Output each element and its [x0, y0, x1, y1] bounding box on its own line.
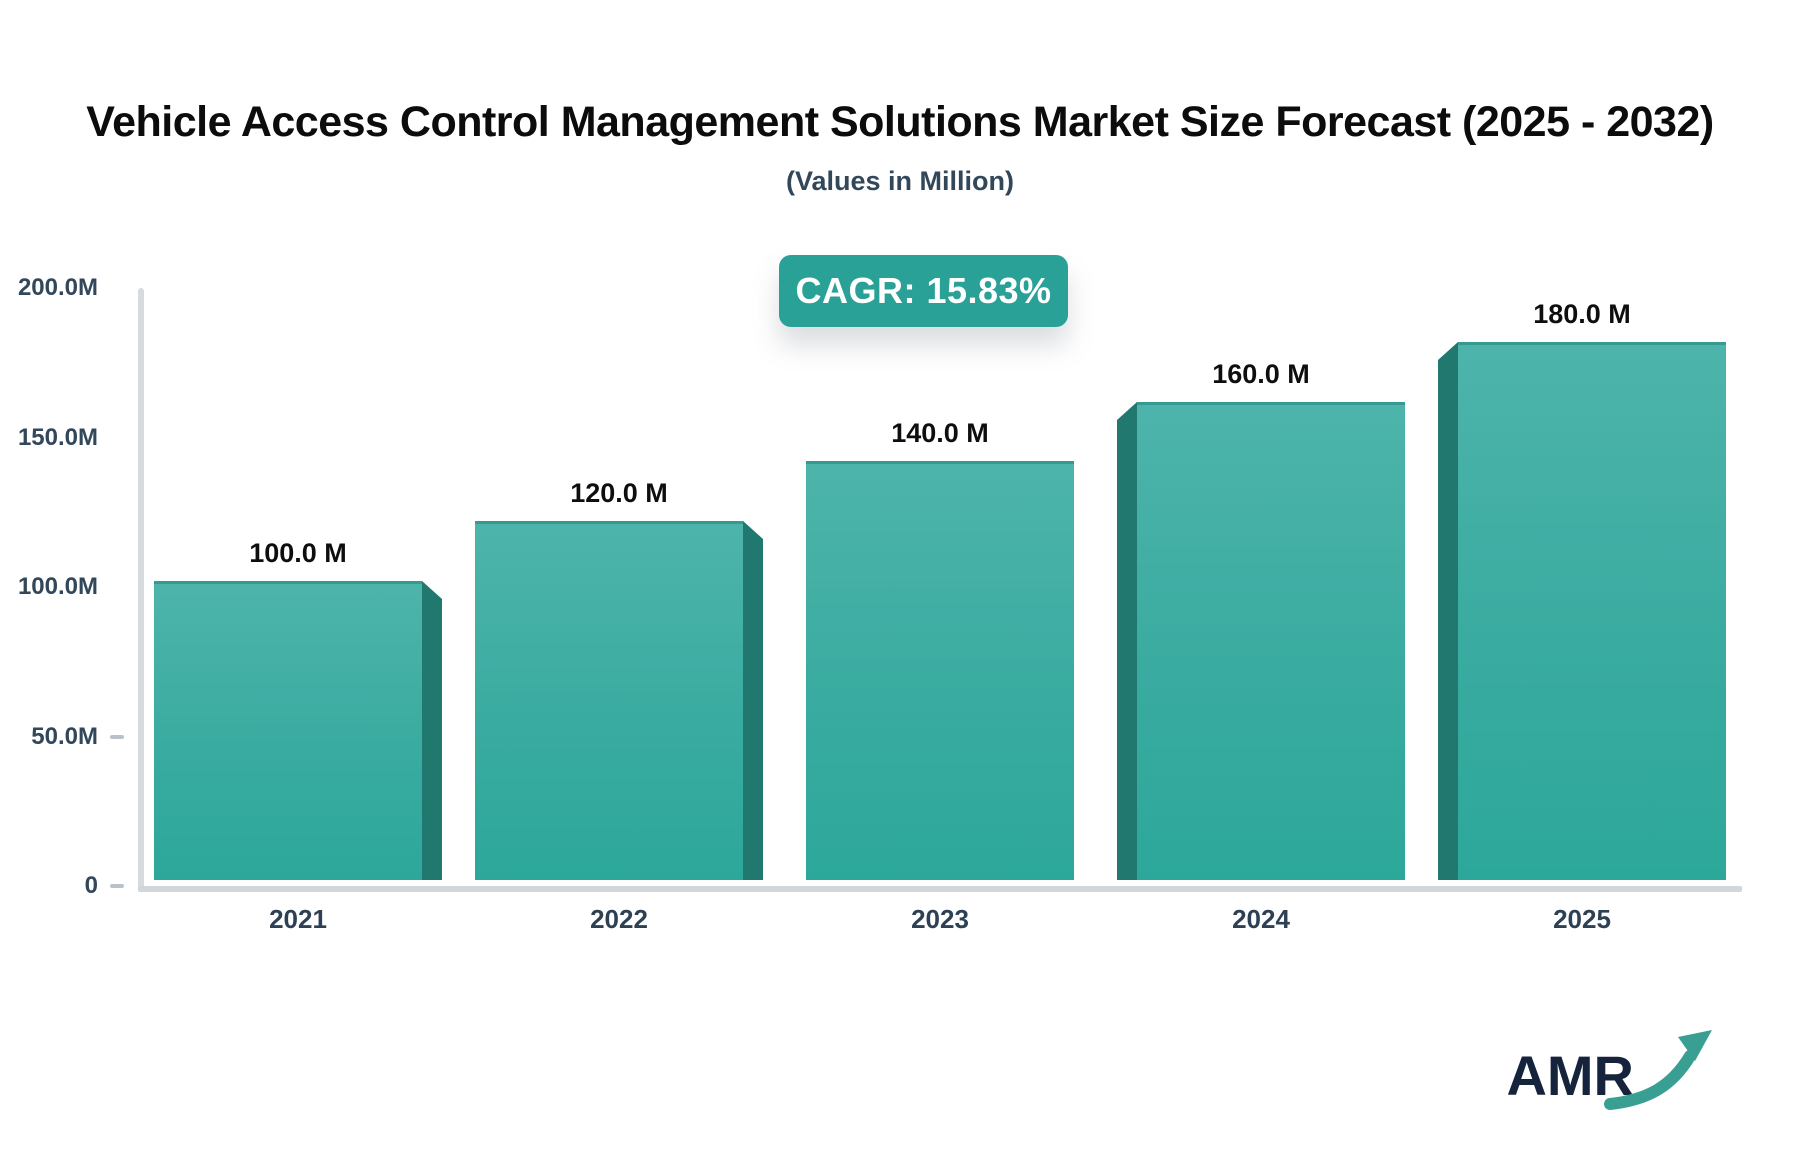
plot-area: 200.0M 150.0M 100.0M 50.0M 0 100.0 M 2021 120.0…	[18, 274, 1742, 934]
y-axis-tick-mark	[110, 884, 124, 888]
amr-logo-text: AMR	[1506, 1044, 1634, 1107]
trend-up-arrow-icon	[1604, 1030, 1712, 1110]
y-axis-tick-label: 0	[84, 872, 98, 899]
bar-2024: 160.0 M 2024	[1117, 359, 1405, 934]
bar-3d-side	[422, 581, 442, 880]
bar-face	[806, 461, 1074, 880]
bar-2022: 120.0 M 2022	[475, 478, 763, 934]
x-axis-label: 2021	[269, 904, 327, 934]
y-axis-tick-label: 200.0M	[17, 274, 98, 301]
x-axis-line	[138, 886, 1742, 892]
bar-face	[1137, 402, 1405, 880]
bar-3d-side	[1117, 402, 1137, 880]
y-axis-tick-mark	[110, 734, 124, 739]
cagr-badge: CAGR: 15.83%	[779, 255, 1068, 327]
x-axis-label: 2024	[1232, 904, 1290, 934]
bar-2023: 140.0 M 2023	[806, 418, 1074, 934]
bar-3d-side	[743, 521, 763, 880]
amr-logo: AMR	[1506, 1018, 1716, 1110]
chart-subtitle: (Values in Million)	[785, 166, 1015, 196]
bar-face	[475, 521, 743, 880]
bar-value-label: 180.0 M	[1533, 299, 1631, 329]
y-axis-tick-label: 100.0M	[17, 573, 98, 600]
y-axis-tick-label: 150.0M	[17, 423, 98, 451]
y-axis-tick-label: 50.0M	[31, 722, 98, 750]
bar-value-label: 140.0 M	[891, 418, 989, 448]
x-axis-label: 2025	[1553, 904, 1611, 934]
bar-2021: 100.0 M 2021	[154, 538, 442, 934]
x-axis-label: 2023	[911, 904, 969, 934]
bar-value-label: 100.0 M	[249, 538, 347, 568]
bar-face	[154, 581, 422, 880]
x-axis-label: 2022	[590, 904, 648, 934]
bar-3d-side	[1438, 342, 1458, 880]
y-axis-line	[138, 288, 144, 892]
bar-face	[1458, 342, 1726, 880]
bar-value-label: 160.0 M	[1212, 359, 1310, 389]
bar-2025: 180.0 M 2025	[1438, 299, 1726, 934]
bar-value-label: 120.0 M	[570, 478, 668, 508]
chart-title: Vehicle Access Control Management Soluti…	[86, 98, 1714, 146]
